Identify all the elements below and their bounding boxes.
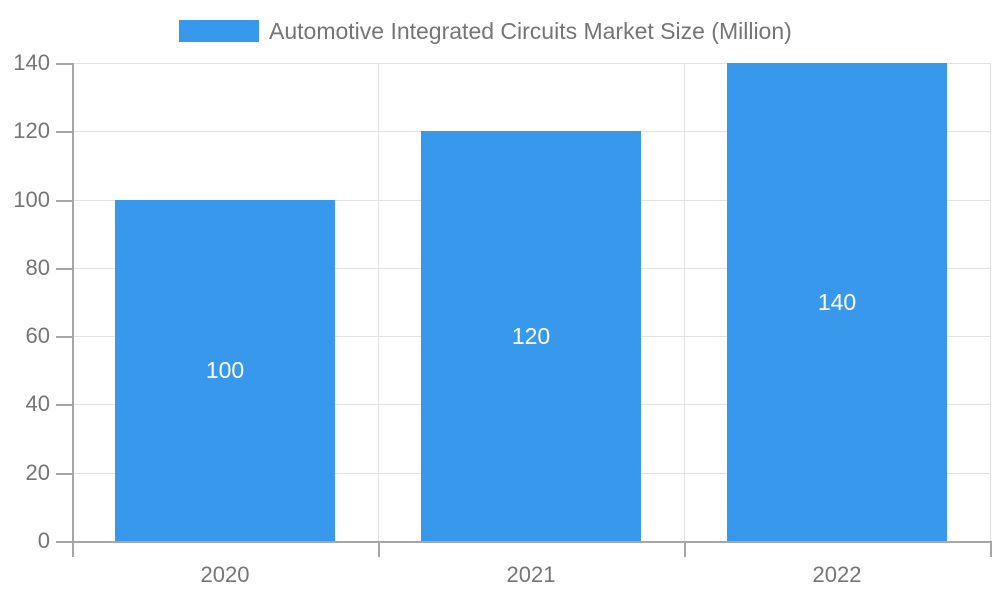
y-axis-tick [56, 541, 72, 543]
x-axis-label: 2020 [200, 562, 250, 587]
legend-label: Automotive Integrated Circuits Market Si… [269, 18, 792, 44]
y-axis-label: 140 [13, 50, 50, 75]
y-axis-label: 120 [13, 118, 50, 143]
h-gridline [72, 63, 990, 64]
bar-value-label: 100 [205, 357, 245, 383]
y-axis-label: 0 [37, 528, 50, 553]
y-axis-line [72, 63, 74, 543]
bar-value-label: 140 [817, 289, 857, 315]
y-axis-tick [56, 63, 72, 65]
x-axis-label: 2021 [506, 562, 556, 587]
v-gridline [378, 63, 379, 541]
y-axis-label: 40 [25, 391, 50, 416]
v-gridline [990, 63, 991, 541]
y-axis-tick [56, 404, 72, 406]
y-axis-label: 80 [25, 255, 50, 280]
y-axis-label: 60 [25, 323, 50, 348]
legend-swatch-icon [179, 20, 259, 42]
y-axis-tick [56, 131, 72, 133]
y-axis-tick [56, 268, 72, 270]
bar[interactable] [115, 200, 335, 541]
bar[interactable] [727, 63, 947, 541]
bar[interactable] [421, 131, 641, 541]
y-axis-label: 20 [25, 460, 50, 485]
v-gridline [684, 63, 685, 541]
legend[interactable]: Automotive Integrated Circuits Market Si… [179, 19, 792, 43]
x-axis-line [72, 541, 990, 543]
y-axis-label: 100 [13, 187, 50, 212]
x-axis-tick [378, 541, 380, 557]
x-axis-tick [72, 541, 74, 557]
x-axis-label: 2022 [812, 562, 862, 587]
x-axis-tick [684, 541, 686, 557]
x-axis-tick [990, 541, 992, 557]
y-axis-tick [56, 473, 72, 475]
bar-value-label: 120 [511, 323, 551, 349]
y-axis-tick [56, 336, 72, 338]
y-axis-tick [56, 200, 72, 202]
